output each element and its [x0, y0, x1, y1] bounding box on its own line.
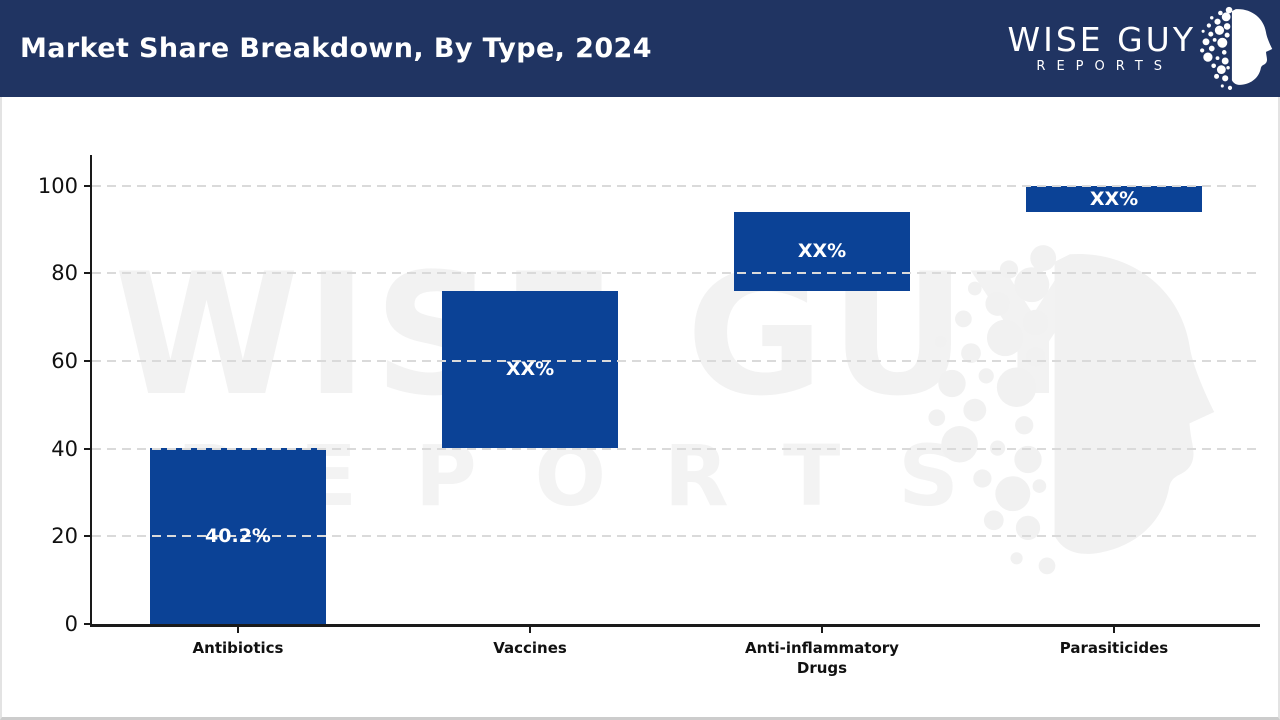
y-axis-tick — [84, 447, 92, 450]
logo-wordmark: WISE GUY REPORTS — [1007, 19, 1196, 75]
y-axis-tick — [84, 184, 92, 187]
bar-value-label: XX% — [797, 240, 847, 263]
bar-anti-inflammatory-drugs — [734, 212, 910, 291]
y-axis-tick — [84, 360, 92, 362]
gridline-20 — [92, 535, 1260, 538]
bar-value-label: XX% — [505, 358, 555, 381]
plot-area: 40.2% Antibiotics XX% Vaccines XX% Anti-infla… — [38, 155, 1260, 677]
y-axis-tick-label: 80 — [51, 261, 78, 286]
logo-head-icon — [1200, 6, 1273, 90]
gridline-40 — [92, 447, 1260, 450]
y-axis-tick-label: 100 — [37, 173, 78, 198]
x-axis-category-label: Anti-inflammatory Drugs — [745, 639, 899, 678]
gridline-60 — [92, 360, 1260, 362]
logo-wordmark-line2: REPORTS — [1036, 59, 1174, 75]
x-axis-tick — [529, 627, 531, 633]
y-axis-tick — [84, 272, 92, 275]
wiseguy-logo: WISE GUY REPORTS — [1007, 0, 1278, 97]
y-axis-tick-label: 40 — [51, 436, 78, 461]
header-bar: Market Share Breakdown, By Type, 2024 WI… — [0, 0, 1280, 97]
logo-wordmark-line1: WISE GUY — [1007, 19, 1196, 59]
y-axis-tick-label: 60 — [51, 349, 78, 373]
x-axis-tick — [1113, 627, 1115, 633]
x-axis-category-label: Antibiotics — [192, 639, 284, 657]
y-axis-tick-label: 0 — [64, 612, 78, 636]
x-axis-tick — [237, 627, 239, 633]
bar-vaccines — [442, 290, 618, 448]
bar-value-label: 40.2% — [205, 524, 271, 547]
x-axis-tick — [821, 627, 823, 633]
gridline-100 — [92, 184, 1260, 187]
y-axis-tick — [84, 535, 92, 538]
page-title: Market Share Breakdown, By Type, 2024 — [20, 33, 652, 64]
y-axis-tick — [84, 623, 92, 625]
x-axis-category-label: Parasiticides — [1059, 639, 1169, 657]
gridline-80 — [92, 272, 1260, 275]
y-axis-tick-label: 20 — [51, 524, 78, 549]
bar-parasiticides — [1026, 185, 1202, 212]
bar-value-label: XX% — [1089, 187, 1139, 210]
chart-container: WISE GUY REPORTS 40.2% Antibiotics XX% Vacc… — [0, 97, 1280, 720]
x-axis-category-label: Vaccines — [493, 639, 567, 657]
